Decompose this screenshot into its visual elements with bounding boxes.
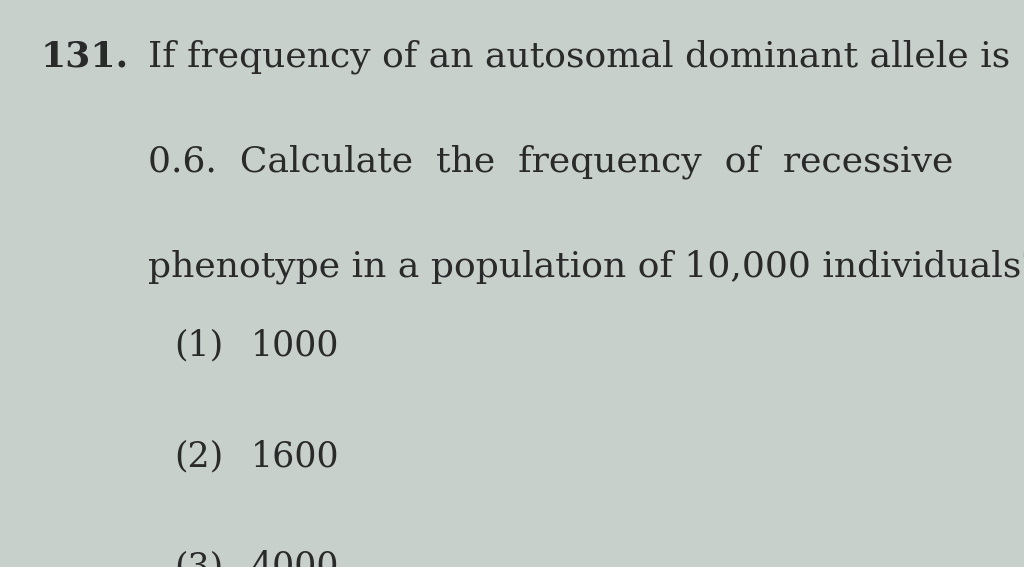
Text: (1): (1)	[174, 329, 223, 363]
Text: If frequency of an autosomal dominant allele is: If frequency of an autosomal dominant al…	[148, 40, 1011, 74]
Text: (3): (3)	[174, 550, 223, 567]
Text: 131.: 131.	[41, 40, 129, 74]
Text: 4000: 4000	[251, 550, 339, 567]
Text: 1000: 1000	[251, 329, 339, 363]
Text: phenotype in a population of 10,000 individuals?: phenotype in a population of 10,000 indi…	[148, 249, 1024, 284]
Text: 1600: 1600	[251, 439, 340, 473]
Text: 0.6.  Calculate  the  frequency  of  recessive: 0.6. Calculate the frequency of recessiv…	[148, 145, 953, 179]
Text: (2): (2)	[174, 439, 223, 473]
